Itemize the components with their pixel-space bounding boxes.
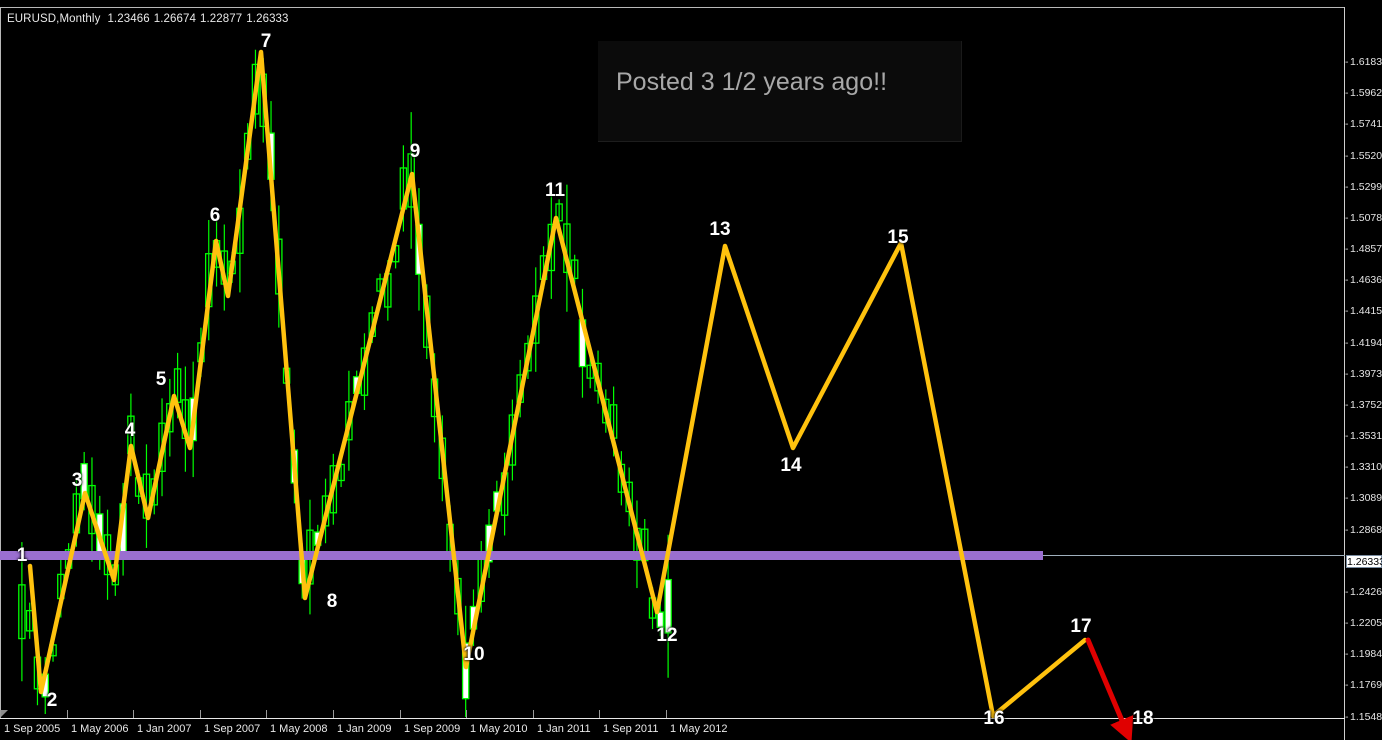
symbol-quote-header: EURUSD,Monthly 1.23466 1.26674 1.22877 1.263… (7, 13, 293, 25)
wave-label-2: 2 (46, 690, 58, 711)
annotation-panel (598, 41, 962, 142)
price-axis-tick: -1.15485 (1345, 711, 1382, 723)
wave-label-4: 4 (124, 420, 136, 441)
price-axis-tick: -1.24260 (1345, 586, 1382, 598)
time-axis-gridmark (533, 710, 534, 718)
price-axis-tick: -1.19840 (1345, 648, 1382, 660)
price-axis-tick: -1.55200 (1345, 150, 1382, 162)
candle-body (166, 403, 174, 433)
quote-close: 1.26333 (246, 13, 289, 25)
time-axis-tick: 1 May 2010 (470, 723, 528, 735)
quote-high: 1.26674 (153, 13, 196, 25)
price-axis-tick: -1.59620 (1345, 87, 1382, 99)
price-axis-tick: -1.33100 (1345, 461, 1382, 473)
quote-open: 1.23466 (107, 13, 150, 25)
current-price-label: 1.26333 (1346, 555, 1382, 568)
symbol-name: EURUSD,Monthly (7, 13, 101, 25)
time-axis-gridmark (666, 710, 667, 718)
wave-label-15: 15 (887, 227, 909, 248)
candle-body (570, 259, 579, 280)
time-axis-gridmark (266, 710, 267, 718)
price-axis-tick: -1.30890 (1345, 492, 1382, 504)
quote-low: 1.22877 (200, 13, 243, 25)
wave-label-8: 8 (326, 591, 338, 612)
time-axis-gridmark (67, 710, 68, 718)
time-axis-tick: 1 May 2006 (71, 723, 129, 735)
chart-top-border (0, 7, 1345, 8)
wave-label-6: 6 (209, 205, 221, 226)
time-axis-gridmark (466, 710, 467, 718)
price-axis-tick: -1.44150 (1345, 305, 1382, 317)
wave-label-14: 14 (780, 455, 802, 476)
time-axis-tick: 1 Jan 2007 (137, 723, 192, 735)
candle-body (18, 584, 26, 640)
time-axis-tick: 1 Sep 2011 (603, 723, 659, 735)
price-axis-tick: -1.46360 (1345, 274, 1382, 286)
wave-label-16: 16 (983, 708, 1005, 729)
wave-label-9: 9 (409, 141, 421, 162)
time-axis-tick: 1 Jan 2009 (337, 723, 392, 735)
wave-label-7: 7 (260, 31, 272, 52)
price-axis-divider (1344, 7, 1345, 740)
wave-label-3: 3 (71, 470, 83, 491)
time-axis-gridmark (200, 710, 201, 718)
price-axis-tick: -1.22050 (1345, 617, 1382, 629)
time-axis-line (0, 718, 1345, 719)
candle-body (664, 578, 672, 634)
candle-body (602, 398, 610, 424)
price-axis-tick: -1.39730 (1345, 368, 1382, 380)
chart-left-border (0, 7, 1, 719)
price-axis-tick: -1.41940 (1345, 337, 1382, 349)
price-axis-tick: -1.61830 (1345, 56, 1382, 68)
time-axis-tick: 1 May 2012 (670, 723, 728, 735)
price-axis-tick: -1.17695 (1345, 679, 1382, 691)
wave-label-10: 10 (463, 644, 485, 665)
support-level-line[interactable] (0, 551, 1043, 560)
candle-body (555, 203, 563, 222)
price-axis-tick: -1.57410 (1345, 118, 1382, 130)
time-axis-tick: 1 Sep 2007 (204, 723, 261, 735)
time-axis-gridmark (0, 710, 1, 718)
time-axis[interactable]: 1 Sep 2005 1 May 2006 1 Jan 2007 1 Sep 2007… (0, 720, 1345, 740)
candle-body (461, 642, 470, 700)
time-axis-gridmark (400, 710, 401, 718)
price-axis-tick: -1.37520 (1345, 399, 1382, 411)
wave-label-12: 12 (656, 625, 678, 646)
time-axis-gridmark (333, 710, 334, 718)
time-axis-gridmark (599, 710, 600, 718)
time-axis-gridmark (133, 710, 134, 718)
time-axis-tick: 1 May 2008 (270, 723, 328, 735)
time-axis-tick: 1 Jan 2011 (537, 723, 591, 735)
wave-label-17: 17 (1070, 616, 1092, 637)
candle-body (532, 295, 540, 344)
wave-polyline-1 (654, 240, 1088, 719)
wave-polyline-2 (1085, 637, 1134, 740)
wave-label-13: 13 (709, 219, 731, 240)
price-axis[interactable]: -1.61830 -1.59620 -1.57410 -1.55200 -1.52990… (1345, 0, 1382, 740)
candle-body (656, 611, 665, 628)
candle-body (251, 63, 260, 115)
wave-label-1: 1 (16, 545, 28, 566)
wave-label-11: 11 (544, 180, 566, 201)
wave-label-18: 18 (1132, 708, 1154, 729)
candle-body (524, 342, 532, 372)
price-axis-tick: -1.50780 (1345, 212, 1382, 224)
wave-label-5: 5 (155, 369, 167, 390)
wave-polyline-0 (27, 49, 660, 695)
price-axis-tick: -1.52990 (1345, 181, 1382, 193)
annotation-text: Posted 3 1/2 years ago!! (616, 68, 888, 96)
axis-corner-marker (1, 710, 8, 717)
price-axis-tick: -1.35310 (1345, 430, 1382, 442)
price-axis-tick: -1.28680 (1345, 524, 1382, 536)
price-axis-tick: -1.48570 (1345, 243, 1382, 255)
time-axis-tick: 1 Sep 2005 (4, 723, 61, 735)
time-axis-tick: 1 Sep 2009 (404, 723, 461, 735)
